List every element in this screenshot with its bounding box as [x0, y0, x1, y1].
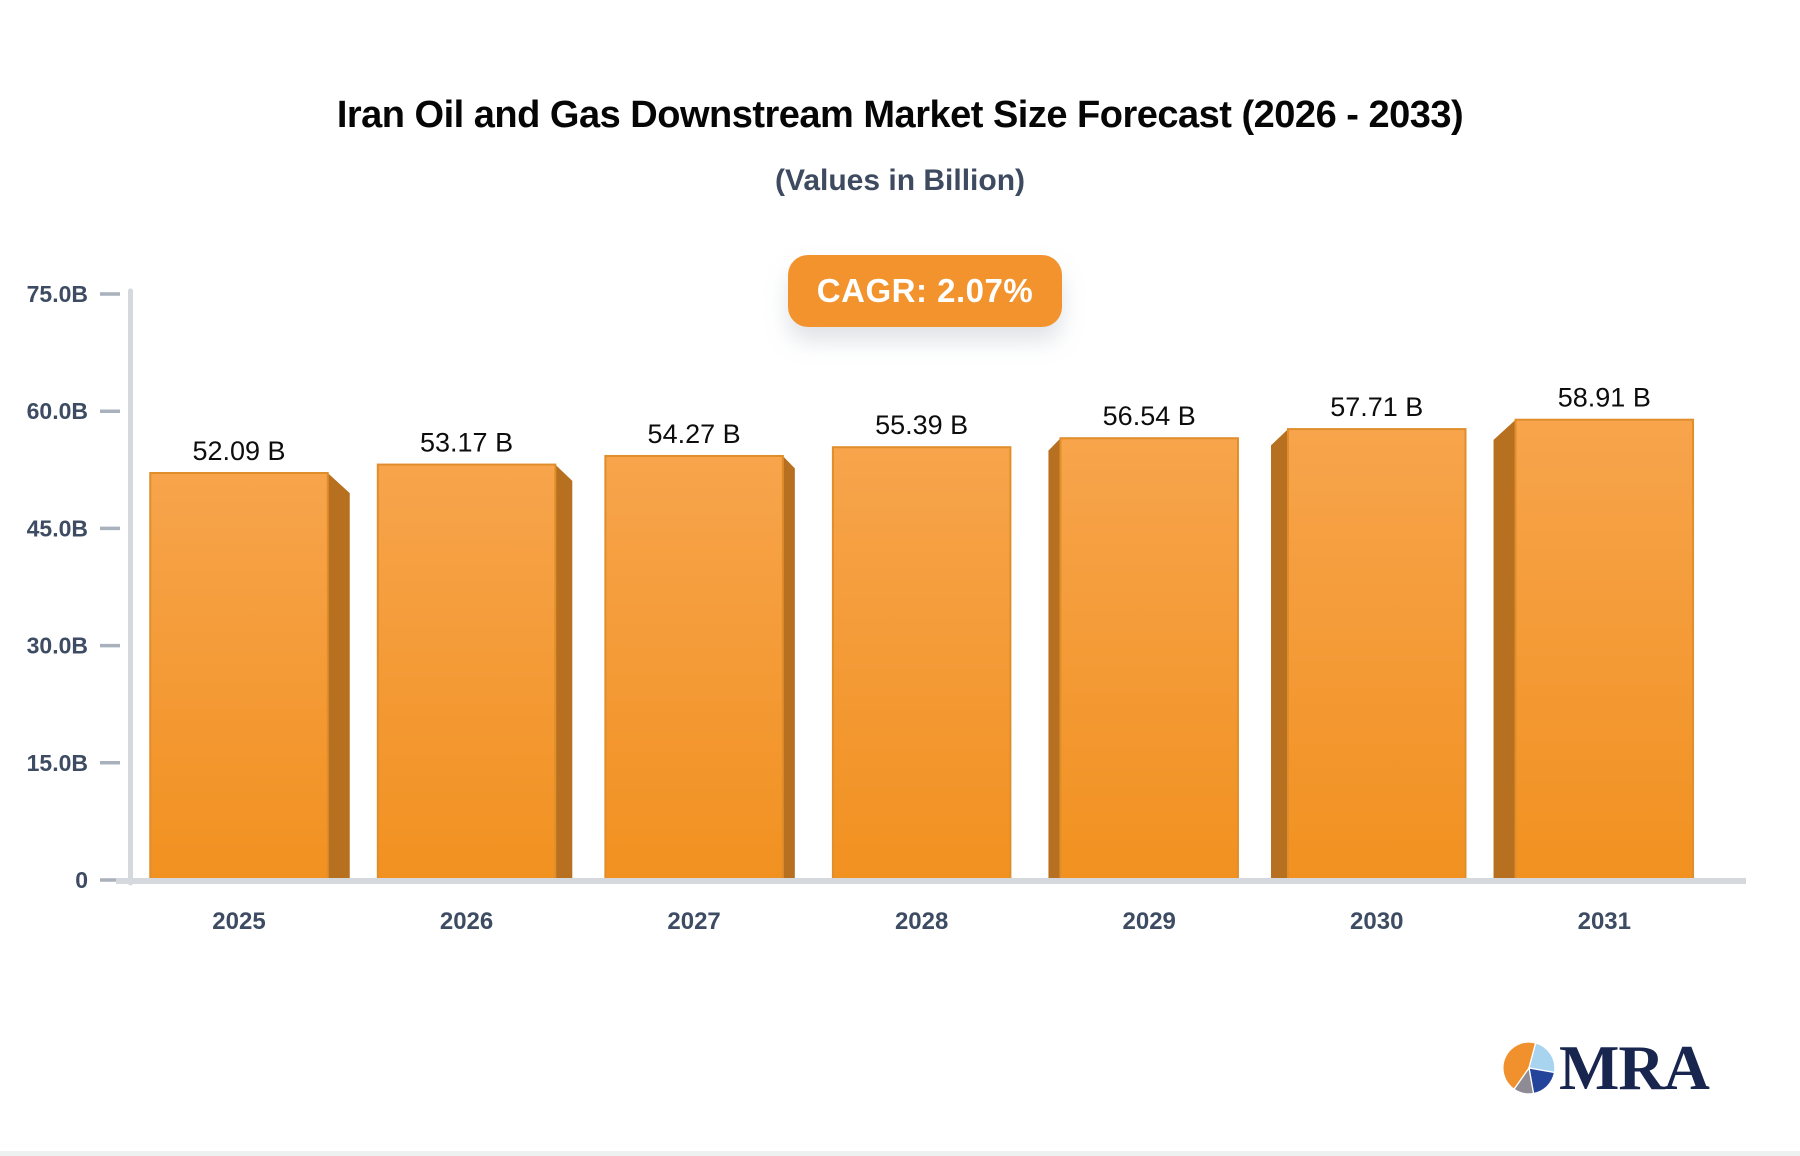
- pie-logo-icon: [1502, 1041, 1556, 1095]
- bar-value-label: 57.71 B: [1330, 392, 1423, 422]
- pie-slice-orange: [1502, 1041, 1537, 1091]
- bar-side-face: [555, 464, 573, 880]
- x-tick-label: 2030: [1350, 908, 1403, 935]
- bar-side-face: [782, 455, 795, 880]
- bar: [831, 446, 1012, 881]
- y-tick-label: 15.0B: [27, 750, 88, 776]
- bar-side-face: [1493, 419, 1516, 880]
- y-tick-label: 60.0B: [27, 398, 88, 424]
- pie-slice-gray: [1513, 1066, 1535, 1095]
- cagr-badge: CAGR: 2.07%: [788, 255, 1062, 327]
- brand-text: MRA: [1559, 1032, 1710, 1103]
- chart-subtitle: (Values in Billion): [774, 164, 1026, 197]
- bottom-border: [0, 1151, 1800, 1156]
- bar-value-label: 52.09 B: [192, 436, 285, 466]
- x-tick-label: 2028: [895, 908, 948, 935]
- bar-value-label: 58.91 B: [1558, 383, 1651, 413]
- bar-value-label: 53.17 B: [420, 428, 513, 458]
- y-tick-label: 0: [75, 867, 88, 893]
- bar: [604, 454, 784, 881]
- bar: [376, 463, 557, 881]
- bar-value-label: 55.39 B: [875, 410, 968, 440]
- y-tick-label: 30.0B: [27, 633, 88, 659]
- x-tick-label: 2031: [1578, 908, 1631, 935]
- x-tick-label: 2027: [667, 908, 720, 935]
- chart-title: Iran Oil and Gas Downstream Market Size …: [336, 94, 1464, 136]
- x-tick-label: 2029: [1123, 908, 1176, 935]
- bar: [1059, 437, 1239, 881]
- brand-logo: MRA: [1502, 1032, 1710, 1103]
- bar-side-face: [1271, 429, 1288, 880]
- bar-side-face: [1048, 438, 1061, 880]
- bar: [149, 472, 329, 881]
- bar: [1287, 428, 1467, 881]
- pie-slice-lightblue: [1528, 1042, 1556, 1074]
- bar-value-label: 54.27 B: [648, 419, 741, 449]
- x-tick-label: 2025: [212, 908, 265, 935]
- bar: [1514, 418, 1695, 881]
- y-tick-label: 75.0B: [27, 281, 88, 307]
- x-tick-label: 2026: [440, 908, 493, 935]
- y-tick-label: 45.0B: [27, 515, 88, 541]
- bar-side-face: [327, 473, 350, 880]
- bar-value-label: 56.54 B: [1103, 401, 1196, 431]
- cagr-badge-label: CAGR: 2.07%: [816, 272, 1034, 309]
